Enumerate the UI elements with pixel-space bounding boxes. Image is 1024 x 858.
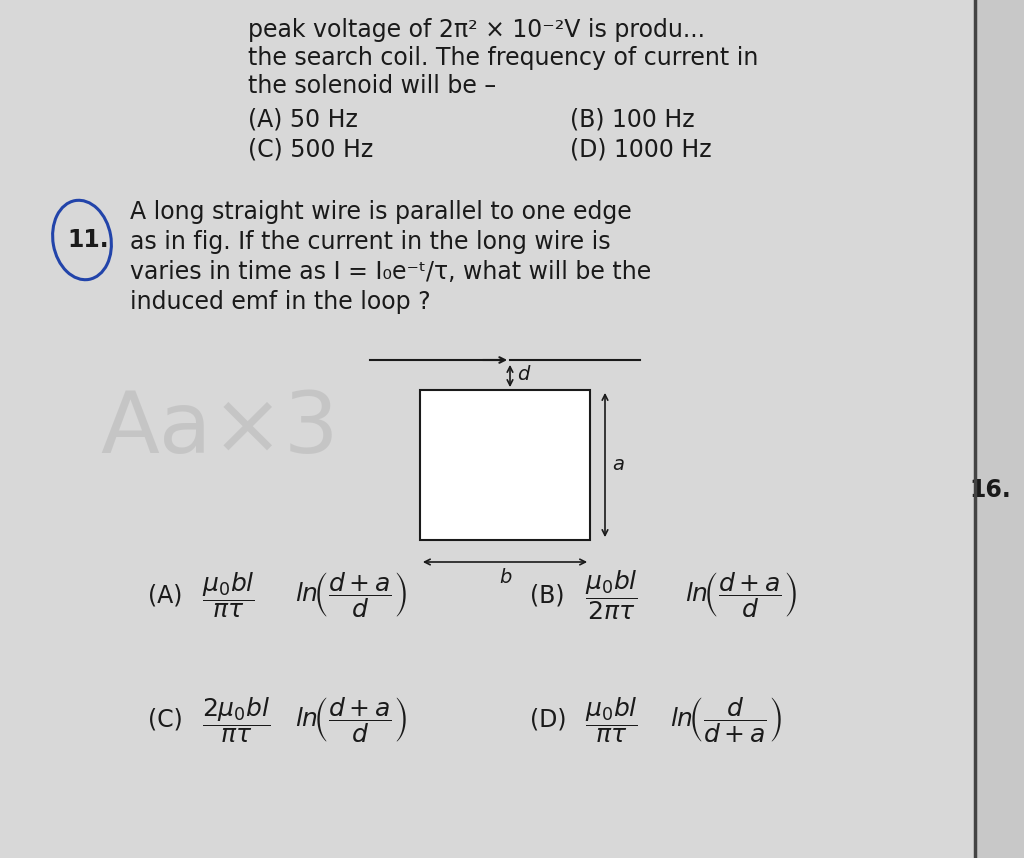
Text: $ln\!\left(\dfrac{d}{d+a}\right)$: $ln\!\left(\dfrac{d}{d+a}\right)$	[670, 695, 781, 745]
Text: $ln\!\left(\dfrac{d+a}{d}\right)$: $ln\!\left(\dfrac{d+a}{d}\right)$	[295, 695, 407, 745]
Text: 11.: 11.	[68, 228, 109, 252]
Text: induced emf in the loop ?: induced emf in the loop ?	[130, 290, 431, 314]
Bar	[420, 390, 590, 540]
Text: $\dfrac{\mu_0 bl}{\pi\tau}$: $\dfrac{\mu_0 bl}{\pi\tau}$	[202, 570, 255, 620]
Text: (B): (B)	[530, 583, 564, 607]
Text: the solenoid will be –: the solenoid will be –	[248, 74, 496, 98]
Text: (A) 50 Hz: (A) 50 Hz	[248, 108, 357, 132]
Text: peak voltage of 2π² × 10⁻²V is produ...: peak voltage of 2π² × 10⁻²V is produ...	[248, 18, 705, 42]
Text: $ln\!\left(\dfrac{d+a}{d}\right)$: $ln\!\left(\dfrac{d+a}{d}\right)$	[295, 570, 407, 620]
Text: d: d	[517, 366, 529, 384]
Text: varies in time as I = I₀e⁻ᵗ/τ, what will be the: varies in time as I = I₀e⁻ᵗ/τ, what will…	[130, 260, 651, 284]
Text: $\dfrac{\mu_0 bl}{2\pi\tau}$: $\dfrac{\mu_0 bl}{2\pi\tau}$	[585, 568, 638, 622]
Text: (C): (C)	[148, 708, 182, 732]
Text: (C) 500 Hz: (C) 500 Hz	[248, 138, 374, 162]
Text: A long straight wire is parallel to one edge: A long straight wire is parallel to one …	[130, 200, 632, 224]
Text: b: b	[499, 568, 511, 587]
Text: $\dfrac{2\mu_0 bl}{\pi\tau}$: $\dfrac{2\mu_0 bl}{\pi\tau}$	[202, 695, 270, 745]
Text: as in fig. If the current in the long wire is: as in fig. If the current in the long wi…	[130, 230, 610, 254]
Text: $ln\!\left(\dfrac{d+a}{d}\right)$: $ln\!\left(\dfrac{d+a}{d}\right)$	[685, 570, 797, 620]
Text: the search coil. The frequency of current in: the search coil. The frequency of curren…	[248, 46, 759, 70]
Text: $\dfrac{\mu_0 bl}{\pi\tau}$: $\dfrac{\mu_0 bl}{\pi\tau}$	[585, 695, 638, 745]
Text: a: a	[612, 456, 624, 474]
Text: 16.: 16.	[969, 478, 1011, 502]
Text: Aa×3: Aa×3	[100, 389, 339, 472]
Text: (A): (A)	[148, 583, 182, 607]
Text: (D): (D)	[530, 708, 566, 732]
Text: (B) 100 Hz: (B) 100 Hz	[570, 108, 694, 132]
Text: (D) 1000 Hz: (D) 1000 Hz	[570, 138, 712, 162]
